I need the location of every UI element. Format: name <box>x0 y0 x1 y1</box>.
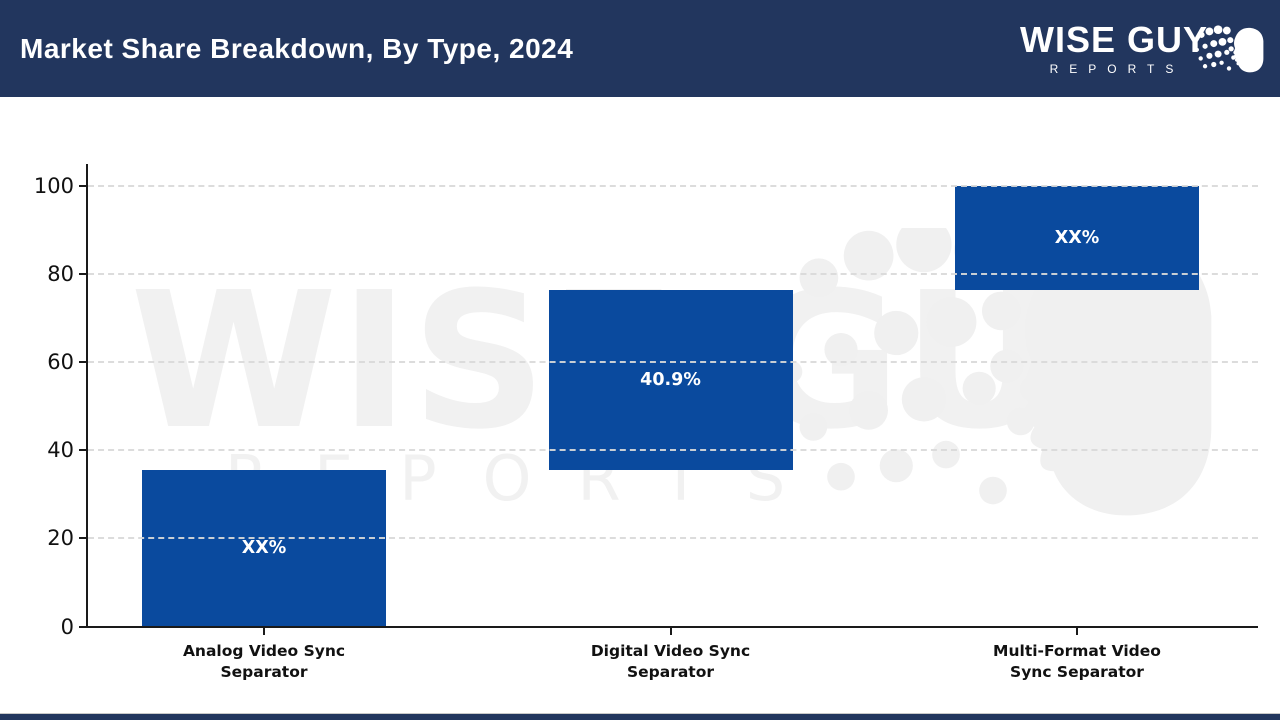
y-axis-tick <box>79 272 87 275</box>
x-axis-tick <box>669 627 672 635</box>
y-axis-tick <box>79 537 87 540</box>
x-axis-tick <box>1076 627 1078 635</box>
x-tick-label-line: Separator <box>626 662 715 681</box>
bar-value-label: XX% <box>241 538 287 559</box>
logo-face-icon <box>1193 24 1264 72</box>
gridline <box>88 360 1258 363</box>
y-tick-label: 20 <box>47 526 74 551</box>
x-tick-label-line: Multi-Format Video <box>993 641 1161 660</box>
brand-subtitle: REPORTS <box>1049 62 1185 76</box>
bar-value-label: XX% <box>1054 228 1100 249</box>
y-tick-label: 100 <box>33 173 74 198</box>
header-bar: Market Share Breakdown, By Type, 2024 WI… <box>0 0 1280 97</box>
gridline <box>88 184 1258 187</box>
x-tick-label-line: Separator <box>220 662 308 681</box>
brand-logo-text: WISE GUY REPORTS <box>1019 19 1208 76</box>
bar-segment: XX% <box>142 470 386 627</box>
x-tick-label-line: Sync Separator <box>1010 662 1144 681</box>
brand-logo: WISE GUY REPORTS <box>1020 15 1266 83</box>
footer-accent-bar <box>0 714 1280 720</box>
x-axis-line <box>86 625 1258 628</box>
x-tick-label-line: Analog Video Sync <box>182 641 346 660</box>
y-tick-label: 60 <box>47 349 74 374</box>
x-tick-label: Multi-Format Video Sync Separator <box>917 641 1237 683</box>
x-tick-label-line: Digital Video Sync <box>590 641 751 660</box>
y-axis-tick <box>79 449 87 452</box>
y-tick-label: 0 <box>60 614 74 639</box>
gridline <box>88 449 1258 452</box>
brand-name: WISE GUY <box>1019 19 1208 60</box>
y-axis-tick <box>79 184 87 187</box>
bar-value-label: 40.9% <box>640 370 701 391</box>
y-axis-line <box>86 164 88 628</box>
y-axis-tick <box>79 625 87 628</box>
x-tick-label: Digital Video Sync Separator <box>511 641 831 683</box>
x-tick-label: Analog Video Sync Separator <box>104 641 424 683</box>
x-axis-tick <box>263 627 265 635</box>
bar-segment: 40.9% <box>548 290 793 471</box>
gridline <box>88 272 1258 275</box>
chart-title: Market Share Breakdown, By Type, 2024 <box>20 32 574 64</box>
footer-divider <box>0 713 1280 714</box>
y-tick-label: 80 <box>47 261 74 286</box>
y-tick-label: 40 <box>47 438 74 463</box>
y-axis-tick <box>79 360 87 363</box>
gridline <box>88 537 1258 540</box>
